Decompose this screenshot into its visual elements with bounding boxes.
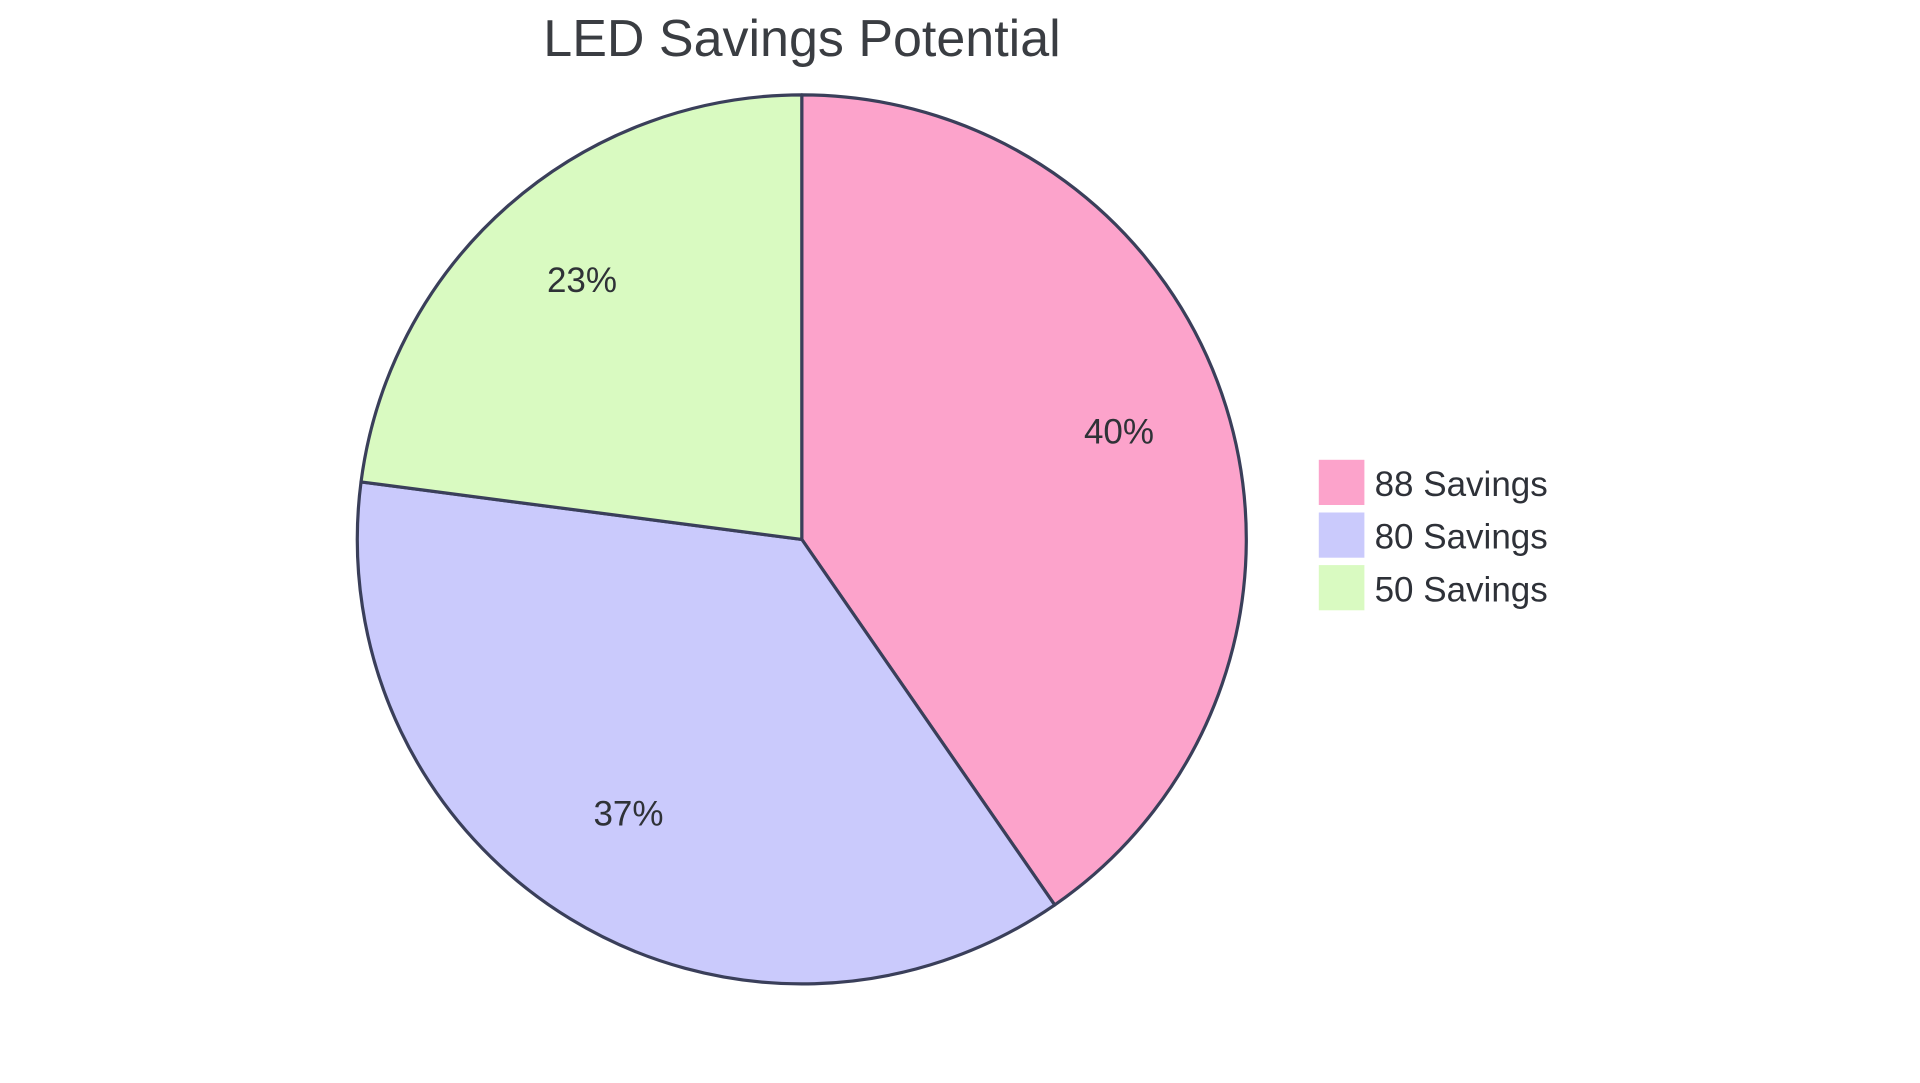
svg-text:40%: 40% [1084,413,1154,452]
svg-text:50 Savings: 50 Savings [1375,570,1548,609]
svg-text:80 Savings: 80 Savings [1375,518,1548,557]
svg-text:23%: 23% [547,261,617,300]
svg-text:88 Savings: 88 Savings [1375,465,1548,504]
svg-text:37%: 37% [593,795,663,834]
svg-text:LED Savings Potential: LED Savings Potential [543,10,1060,68]
